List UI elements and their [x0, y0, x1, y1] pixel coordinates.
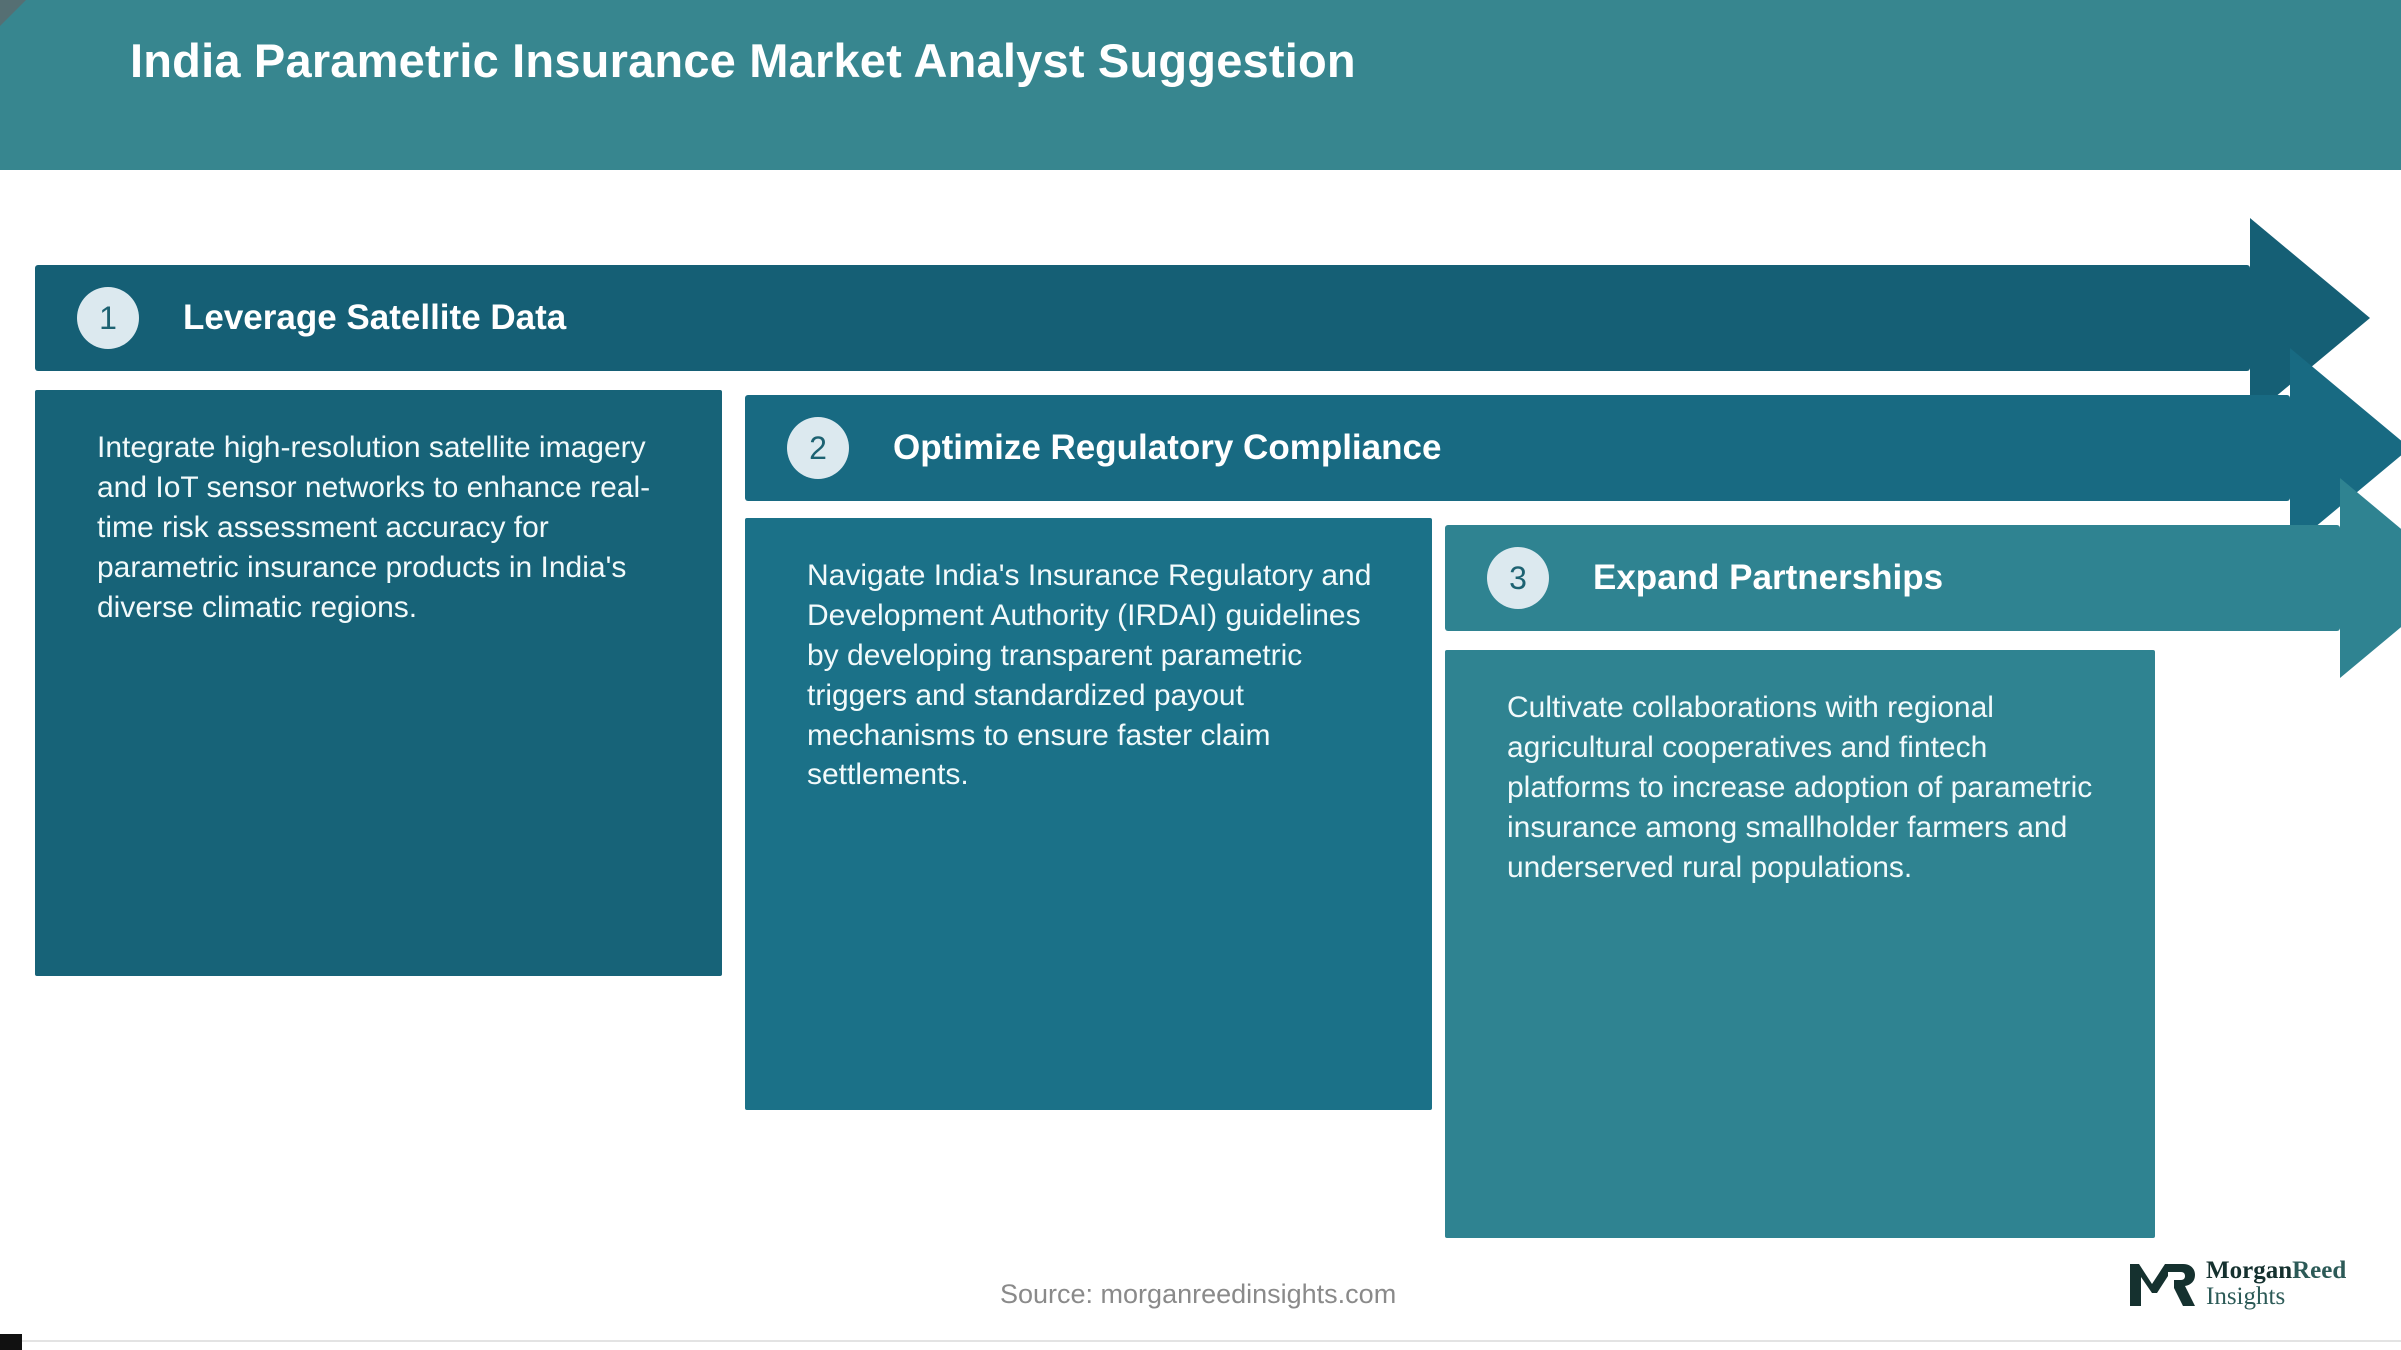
corner-fold-icon — [0, 0, 26, 26]
step-title-3: Expand Partnerships — [1593, 558, 1944, 597]
brand-name-morgan: Morgan — [2206, 1257, 2293, 1284]
page-title: India Parametric Insurance Market Analys… — [130, 34, 1356, 87]
step-title-1: Leverage Satellite Data — [183, 298, 567, 337]
step-band-2-body — [745, 395, 2290, 501]
brand-logo: MorganReed Insights — [2128, 1258, 2346, 1310]
arrow-head-icon — [2340, 478, 2401, 678]
step-number-1: 1 — [77, 287, 139, 349]
step-band-1[interactable]: 1 Leverage Satellite Data — [35, 218, 2370, 418]
step-title-2: Optimize Regulatory Compliance — [893, 428, 1442, 467]
step-band-3-body — [1445, 525, 2340, 631]
step-band-1-body — [35, 265, 2250, 371]
step-content-3: Cultivate collaborations with regional a… — [1445, 650, 2155, 1238]
step-band-3[interactable]: 3 Expand Partnerships — [1445, 478, 2401, 678]
step-number-2: 2 — [787, 417, 849, 479]
source-label: Source: morganreedinsights.com — [1000, 1279, 1397, 1309]
step-band-2[interactable]: 2 Optimize Regulatory Compliance — [745, 348, 2401, 548]
step-body-2: Navigate India's Insurance Regulatory an… — [807, 559, 1372, 792]
bottom-divider — [18, 1340, 2401, 1342]
brand-tagline: Insights — [2206, 1283, 2286, 1310]
brand-name-reed: Reed — [2292, 1257, 2347, 1284]
step-content-2: Navigate India's Insurance Regulatory an… — [745, 518, 1432, 1110]
corner-marker — [0, 1334, 22, 1350]
header-band: India Parametric Insurance Market Analys… — [0, 0, 2401, 170]
step-body-3: Cultivate collaborations with regional a… — [1507, 691, 2093, 884]
brand-name-line: MorganReed — [2206, 1258, 2346, 1284]
mr-monogram-icon — [2130, 1264, 2195, 1306]
step-number-3: 3 — [1487, 547, 1549, 609]
brand-wordmark: MorganReed Insights — [2206, 1258, 2346, 1310]
step-content-1: Integrate high-resolution satellite imag… — [35, 390, 722, 976]
step-body-1: Integrate high-resolution satellite imag… — [97, 431, 651, 624]
